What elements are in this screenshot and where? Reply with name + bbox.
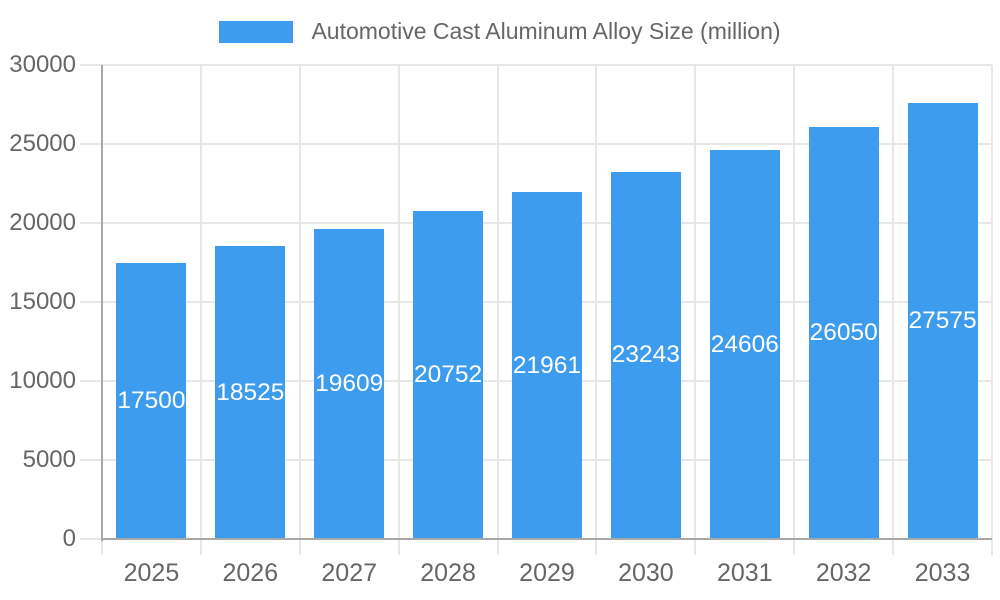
bar-value-label: 17500 [117, 386, 186, 414]
y-axis-label: 15000 [9, 288, 76, 315]
x-gridline [298, 65, 301, 539]
bar-2029[interactable]: 21961 [512, 192, 582, 539]
x-axis-label: 2033 [914, 559, 971, 587]
bar-value-label: 20752 [414, 361, 483, 389]
x-axis-tick [101, 539, 103, 555]
bar-value-label: 18525 [216, 378, 285, 406]
x-axis-label: 2026 [222, 559, 279, 587]
y-axis-label: 20000 [9, 209, 76, 236]
x-axis-tick [397, 539, 400, 555]
y-axis-label: 25000 [9, 130, 76, 157]
y-axis-label: 30000 [9, 51, 76, 78]
bar-value-label: 26050 [809, 319, 878, 347]
y-axis-tick [80, 64, 102, 66]
y-axis-label: 0 [62, 525, 76, 552]
bar-value-label: 27575 [908, 307, 977, 335]
x-axis-tick [892, 539, 895, 555]
y-gridline [102, 64, 992, 66]
y-gridline [102, 143, 992, 145]
x-gridline [496, 65, 499, 539]
legend-label: Automotive Cast Aluminum Alloy Size (mil… [311, 18, 781, 44]
bar-2028[interactable]: 20752 [413, 211, 484, 539]
x-gridline [991, 65, 993, 539]
x-axis-tick [595, 539, 598, 555]
x-axis-tick [199, 539, 202, 555]
x-axis-label: 2028 [420, 559, 476, 587]
y-axis-label: 5000 [22, 446, 76, 473]
bar-value-label: 23243 [611, 341, 680, 369]
x-gridline [892, 65, 895, 539]
y-axis-tick [80, 380, 102, 382]
x-gridline [694, 65, 697, 539]
y-axis-tick [80, 301, 102, 303]
bar-value-label: 24606 [710, 330, 779, 358]
x-gridline [595, 65, 598, 539]
bar-2033[interactable]: 27575 [907, 103, 978, 539]
bar-value-label: 19609 [315, 370, 384, 398]
bar-2025[interactable]: 17500 [116, 262, 187, 539]
bar-value-label: 21961 [512, 351, 582, 379]
x-axis-line [101, 538, 992, 540]
x-axis-tick [793, 539, 796, 555]
x-axis-label: 2032 [815, 559, 872, 587]
y-axis-tick [80, 143, 102, 145]
x-axis-tick [298, 539, 301, 555]
x-axis-label: 2030 [618, 559, 674, 587]
x-gridline [397, 65, 400, 539]
y-axis-label: 10000 [9, 367, 76, 394]
x-axis-label: 2025 [123, 559, 180, 587]
y-axis-tick [80, 222, 102, 224]
bar-2032[interactable]: 26050 [808, 127, 879, 539]
y-axis-tick [80, 538, 102, 540]
x-axis-label: 2029 [519, 559, 575, 587]
bar-2031[interactable]: 24606 [709, 150, 780, 539]
bar-2030[interactable]: 23243 [610, 171, 681, 539]
x-axis-tick [991, 539, 993, 555]
x-gridline [793, 65, 796, 539]
x-axis-label: 2027 [321, 559, 378, 587]
x-gridline [199, 65, 202, 539]
x-axis-label: 2031 [716, 559, 773, 587]
bar-2027[interactable]: 19609 [314, 229, 385, 539]
bar-2026[interactable]: 18525 [215, 246, 286, 539]
y-axis-tick [80, 459, 102, 461]
x-axis-tick [694, 539, 697, 555]
y-axis-line [101, 65, 103, 541]
x-axis-tick [496, 539, 499, 555]
legend-item[interactable]: Automotive Cast Aluminum Alloy Size (mil… [0, 18, 1000, 45]
legend-swatch [219, 20, 294, 43]
